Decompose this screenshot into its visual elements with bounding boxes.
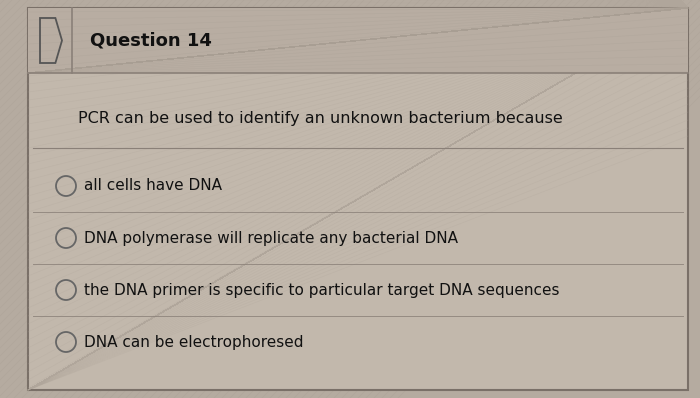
Text: all cells have DNA: all cells have DNA <box>84 178 222 193</box>
Text: DNA can be electrophoresed: DNA can be electrophoresed <box>84 334 304 349</box>
Text: DNA polymerase will replicate any bacterial DNA: DNA polymerase will replicate any bacter… <box>84 230 458 246</box>
Bar <box>28 8 688 73</box>
Text: Question 14: Question 14 <box>90 31 212 49</box>
Text: PCR can be used to identify an unknown bacterium because: PCR can be used to identify an unknown b… <box>78 111 563 125</box>
Text: the DNA primer is specific to particular target DNA sequences: the DNA primer is specific to particular… <box>84 283 559 297</box>
